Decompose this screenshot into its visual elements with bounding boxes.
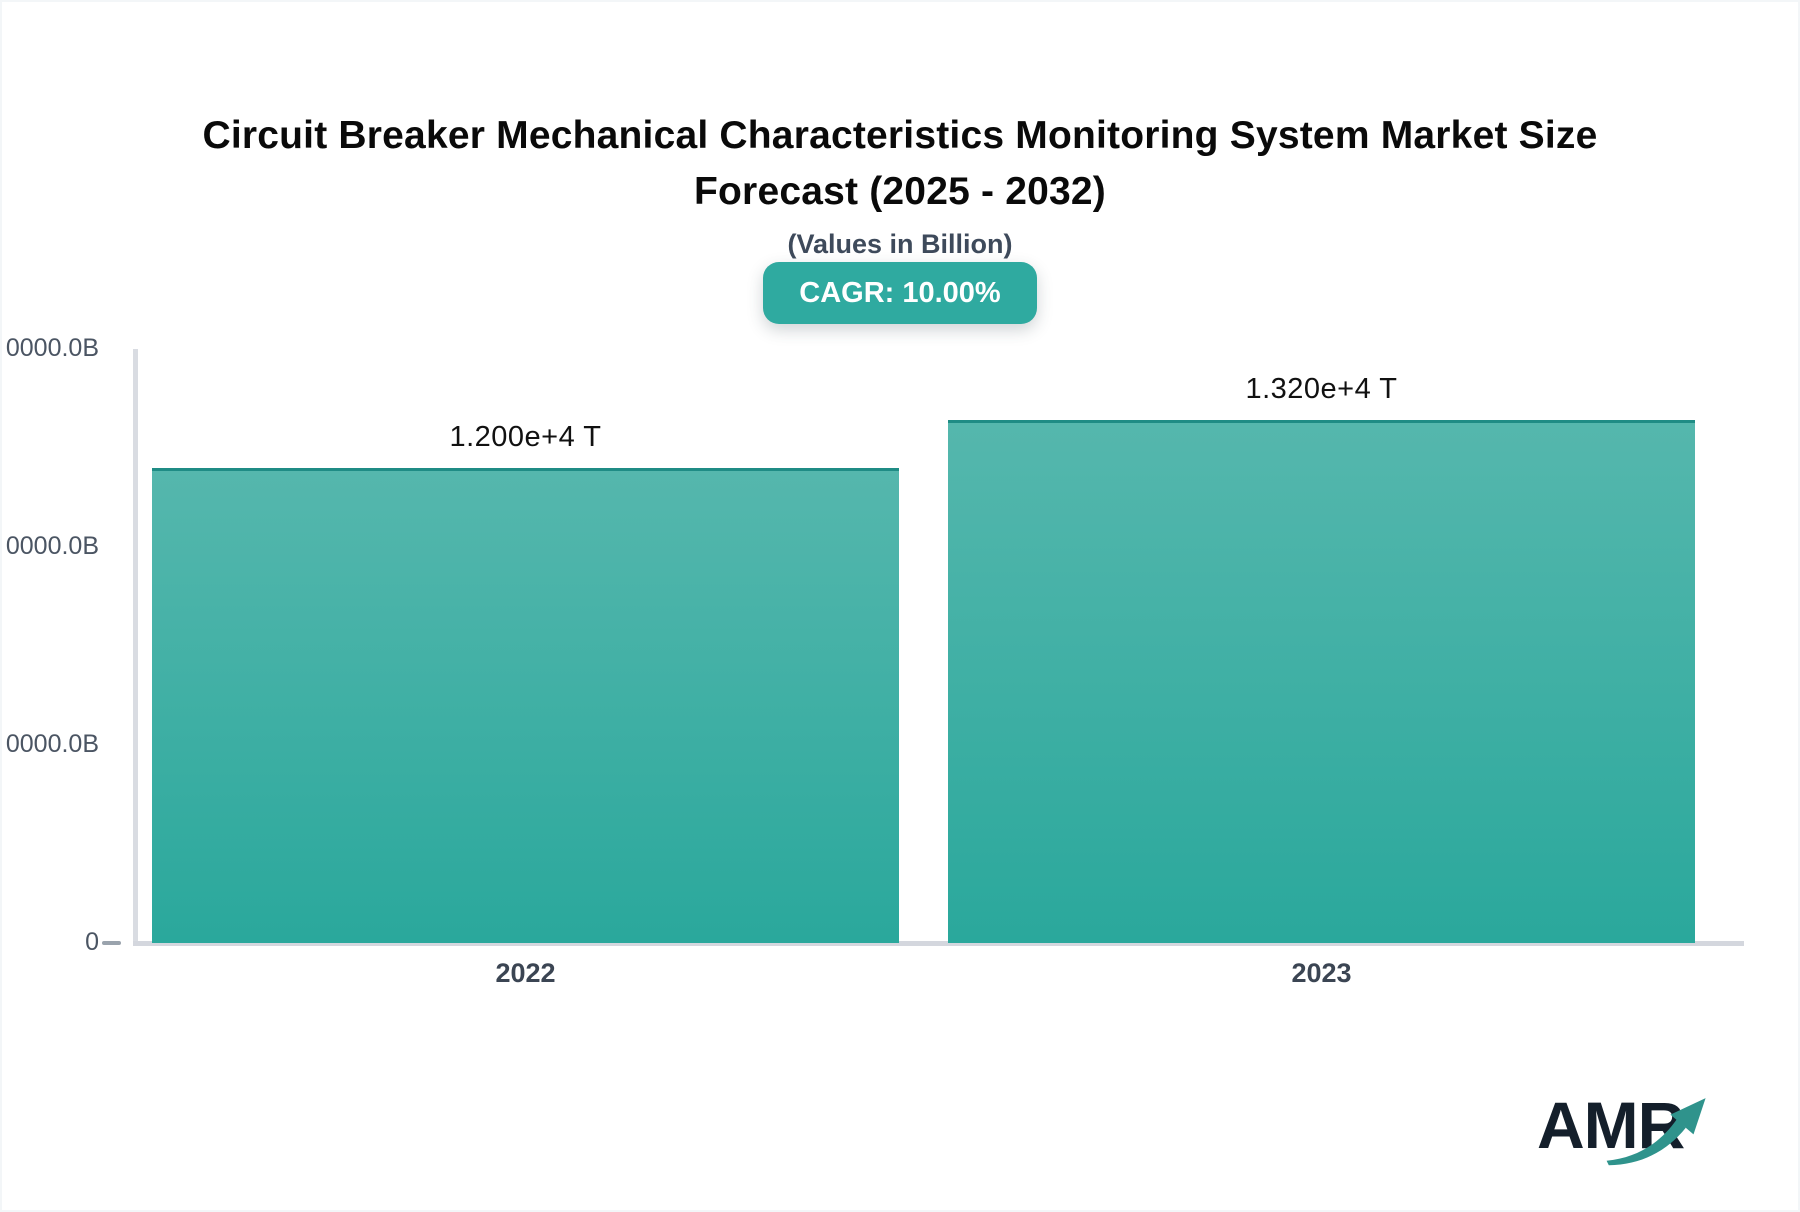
y-axis-zero-tick-mark [102,941,121,945]
bar-value-label: 1.320e+4 T [1245,373,1398,406]
y-axis-line [133,349,138,945]
y-axis-tick-label: 0000.0B [5,532,99,560]
chart-title-line1: Circuit Breaker Mechanical Characteristi… [202,114,1598,157]
chart-title-line2: Forecast (2025 - 2032) [694,170,1106,213]
y-axis-tick-label: 0 [85,928,99,956]
x-axis-line [133,941,1744,946]
amr-logo: AMR [1532,1082,1732,1182]
chart-subtitle: (Values in Billion) [787,229,1013,259]
cagr-badge: CAGR: 10.00% [763,262,1037,324]
growth-arrow-icon [1606,1098,1706,1166]
y-axis-tick-label: 0000.0B [5,730,99,758]
x-axis-label: 2022 [495,958,556,988]
bar-value-label: 1.200e+4 T [449,420,602,453]
bar-2023[interactable] [948,420,1695,943]
y-axis-tick-label: 0000.0B [5,334,99,362]
bar-2022[interactable] [152,467,899,943]
cagr-badge-wrap: CAGR: 10.00% [2,262,1798,324]
x-axis-label: 2023 [1291,958,1352,988]
